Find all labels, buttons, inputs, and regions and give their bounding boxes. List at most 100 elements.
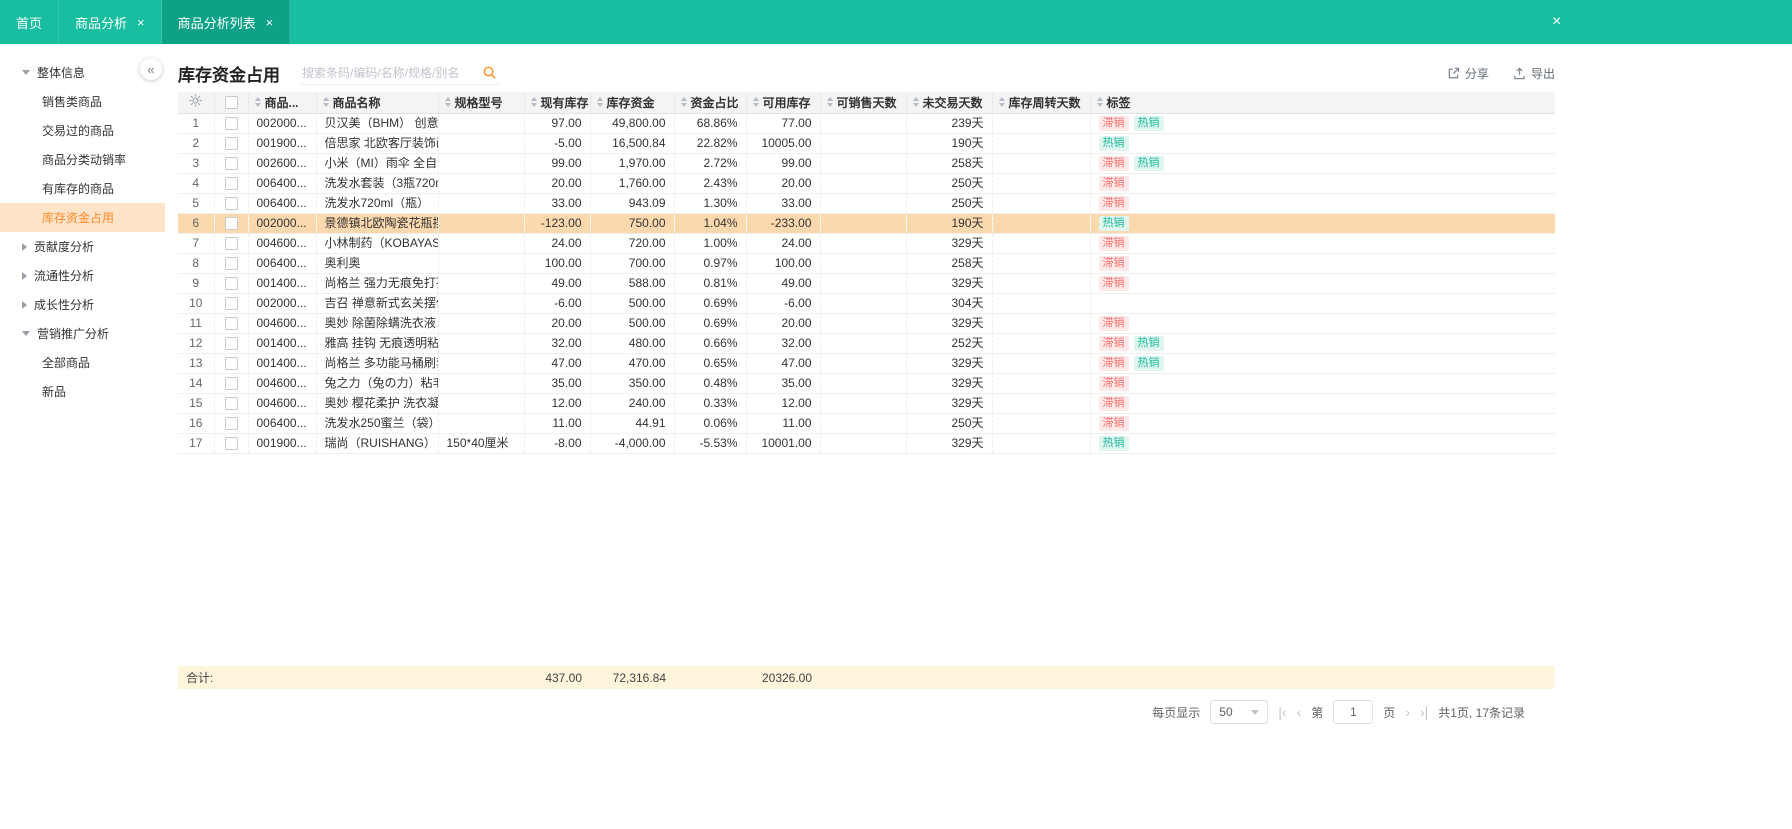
sidebar-item[interactable]: 销售类商品 xyxy=(0,87,165,116)
sort-icon[interactable] xyxy=(254,97,261,108)
column-header-idle_days[interactable]: 未交易天数 xyxy=(906,92,993,114)
search-icon[interactable] xyxy=(482,65,497,80)
row-checkbox[interactable] xyxy=(224,316,238,330)
next-page-button[interactable]: › xyxy=(1405,704,1410,720)
prev-page-button[interactable]: ‹ xyxy=(1296,704,1302,720)
sort-icon[interactable] xyxy=(596,97,603,108)
row-checkbox[interactable] xyxy=(224,256,238,270)
sort-icon[interactable] xyxy=(912,97,919,108)
search-input[interactable] xyxy=(302,65,472,80)
record-summary: 共1页, 17条记录 xyxy=(1438,705,1525,720)
close-icon[interactable]: × xyxy=(1552,13,1562,30)
sort-icon[interactable] xyxy=(998,97,1005,108)
column-header-code[interactable]: 商品... xyxy=(248,92,317,114)
select-all-header[interactable] xyxy=(214,92,249,114)
row-checkbox[interactable] xyxy=(224,216,238,230)
export-button[interactable]: 导出 xyxy=(1513,65,1555,82)
column-header-name[interactable]: 商品名称 xyxy=(316,92,439,114)
cell-sell_days xyxy=(820,313,907,334)
row-checkbox[interactable] xyxy=(224,276,238,290)
row-checkbox[interactable] xyxy=(224,376,238,390)
tab-product-analysis[interactable]: 商品分析 × xyxy=(59,0,162,44)
row-checkbox[interactable] xyxy=(224,396,238,410)
tag-stale: 滞销 xyxy=(1098,275,1129,291)
row-checkbox[interactable] xyxy=(224,356,238,370)
tab-home[interactable]: 首页 xyxy=(0,0,60,44)
last-page-button[interactable]: ›| xyxy=(1419,704,1429,720)
page-prefix-label: 第 xyxy=(1311,705,1324,720)
column-header-label: 可销售天数 xyxy=(836,95,897,110)
sidebar-item[interactable]: 交易过的商品 xyxy=(0,116,165,145)
column-header-stock[interactable]: 现有库存 xyxy=(524,92,591,114)
row-checkbox[interactable] xyxy=(224,176,238,190)
close-icon[interactable]: × xyxy=(137,14,145,30)
row-checkbox[interactable] xyxy=(224,296,238,310)
column-config-header[interactable] xyxy=(178,92,215,114)
column-header-ratio[interactable]: 资金占比 xyxy=(674,92,747,114)
sort-icon[interactable] xyxy=(680,97,687,108)
export-label: 导出 xyxy=(1530,66,1555,81)
row-checkbox[interactable] xyxy=(224,416,238,430)
sidebar-item[interactable]: 新品 xyxy=(0,377,165,406)
table-row[interactable]: 16 006400... 洗发水250蜜兰（袋） 11.00 44.91 0.06% 11.… xyxy=(178,413,1555,434)
row-number: 8 xyxy=(178,253,215,274)
table-row[interactable]: 14004600...兔之力（兔の力）粘毛器粘35.00350.000.48%3… xyxy=(178,373,1555,394)
sidebar-group[interactable]: 整体信息 xyxy=(0,58,165,87)
cell-idle_days: 329天 xyxy=(906,433,993,454)
sidebar-item[interactable]: 商品分类动销率 xyxy=(0,145,165,174)
row-checkbox[interactable] xyxy=(224,116,238,130)
sidebar-item[interactable]: 有库存的商品 xyxy=(0,174,165,203)
share-button[interactable]: 分享 xyxy=(1447,65,1489,82)
close-icon[interactable]: × xyxy=(265,14,274,30)
gear-icon[interactable] xyxy=(189,94,202,107)
row-checkbox[interactable] xyxy=(224,136,238,150)
table-row[interactable]: 6 002000...景德镇北欧陶瓷花瓶摆件 优 -123.00750.001.04… xyxy=(178,213,1555,234)
table-row[interactable]: 4006400...洗发水套装（3瓶720ml+1瓶20.001,760.002… xyxy=(178,173,1555,194)
row-checkbox[interactable] xyxy=(224,236,238,250)
sort-icon[interactable] xyxy=(1096,97,1103,108)
table-row[interactable]: 8 006400... 奥利奥 100.00 700.00 0.97% 100.00 258天… xyxy=(178,253,1555,274)
sort-icon[interactable] xyxy=(826,97,833,108)
table-row[interactable]: 2 001900...倍思家 北欧客厅装饰画卧室 -5.0016,500.8422.… xyxy=(178,133,1555,154)
sidebar-group[interactable]: 成长性分析 xyxy=(0,290,165,319)
first-page-button[interactable]: |‹ xyxy=(1278,704,1287,720)
column-header-tags[interactable]: 标签 xyxy=(1090,92,1555,114)
row-checkbox[interactable] xyxy=(224,196,238,210)
select-all-checkbox[interactable] xyxy=(224,96,238,110)
column-header-spec[interactable]: 规格型号 xyxy=(438,92,525,114)
row-checkbox[interactable] xyxy=(224,336,238,350)
column-header-available[interactable]: 可用库存 xyxy=(746,92,821,114)
table-row[interactable]: 17 001900...瑞尚（RUISHANG） 卧室led150*40厘米-8.… xyxy=(178,433,1555,454)
sidebar-group[interactable]: 贡献度分析 xyxy=(0,232,165,261)
tab-product-analysis-list[interactable]: 商品分析列表 × xyxy=(161,0,291,44)
table-row[interactable]: 7004600...小林制药（KOBAYASHI）日24.00720.001.0… xyxy=(178,233,1555,254)
cell-funds: 700.00 xyxy=(590,253,675,274)
column-header-sell_days[interactable]: 可销售天数 xyxy=(820,92,907,114)
row-checkbox[interactable] xyxy=(224,436,238,450)
sort-icon[interactable] xyxy=(752,97,759,108)
sidebar-item[interactable]: 全部商品 xyxy=(0,348,165,377)
cell-stock: 11.00 xyxy=(524,413,591,434)
table-row[interactable]: 5 006400... 洗发水720ml（瓶） 33.00 943.09 1.30% 33.… xyxy=(178,193,1555,214)
page-number-input[interactable] xyxy=(1333,700,1374,724)
column-header-funds[interactable]: 库存资金 xyxy=(590,92,675,114)
sidebar-item[interactable]: 库存资金占用 xyxy=(0,203,165,232)
sort-icon[interactable] xyxy=(530,97,537,108)
sort-icon[interactable] xyxy=(444,97,451,108)
table-row[interactable]: 11 004600... 奥妙 除菌除螨洗衣液 20.00 500.00 0.69% 20.… xyxy=(178,313,1555,334)
sidebar-collapse-button[interactable]: « xyxy=(140,58,162,80)
row-checkbox[interactable] xyxy=(224,156,238,170)
sort-icon[interactable] xyxy=(322,97,329,108)
column-header-turn_days[interactable]: 库存周转天数 xyxy=(992,92,1091,114)
sidebar-group[interactable]: 流通性分析 xyxy=(0,261,165,290)
page-size-select[interactable]: 50 xyxy=(1210,700,1269,724)
checkbox-cell xyxy=(214,353,249,374)
sidebar-group[interactable]: 营销推广分析 xyxy=(0,319,165,348)
table-row[interactable]: 1 002000...贝汉美（BHM） 创意北欧陶瓷 97.0049,800.006… xyxy=(178,113,1555,134)
